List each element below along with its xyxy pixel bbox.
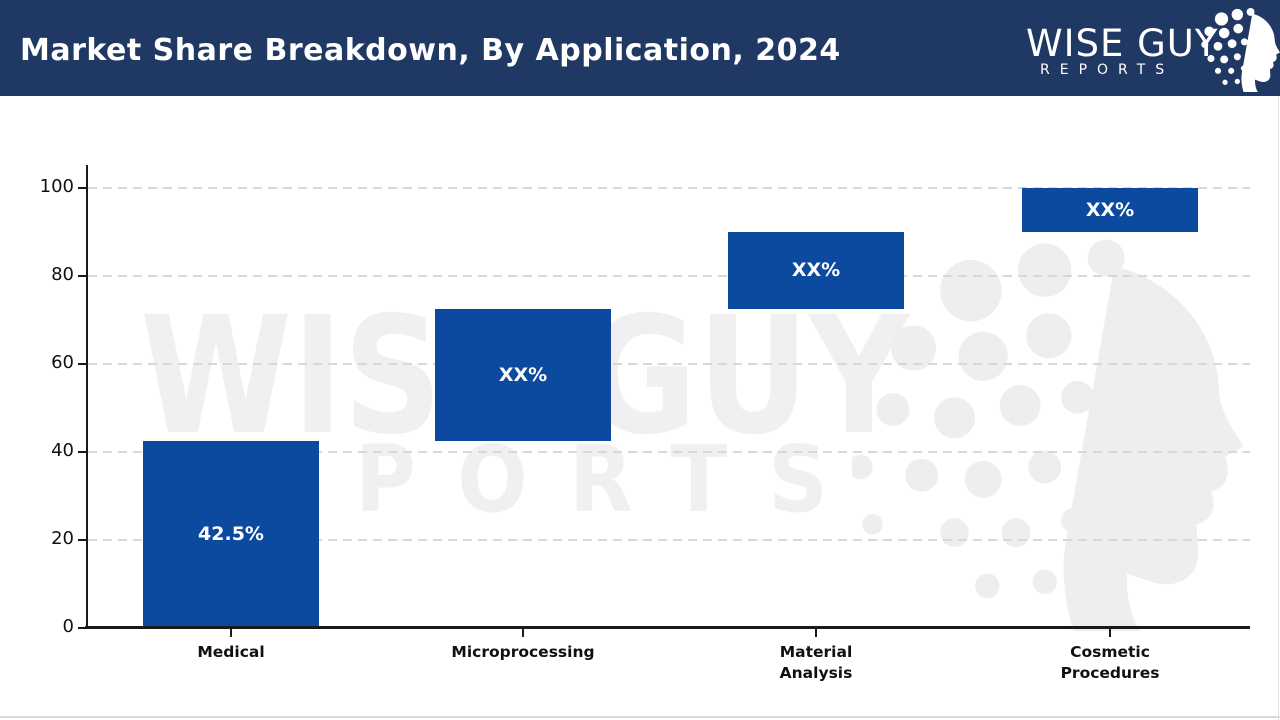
y-axis-line <box>86 165 88 628</box>
x-axis-line <box>85 626 1250 629</box>
header-bar: Market Share Breakdown, By Application, … <box>0 0 1280 96</box>
y-tick-label-0: 0 <box>62 615 74 637</box>
y-tick-60 <box>78 362 87 365</box>
x-tick-2 <box>815 629 817 637</box>
gridline-20 <box>88 538 1250 541</box>
page-title: Market Share Breakdown, By Application, … <box>20 33 841 68</box>
brand-logo: WISE GUY REPORTS <box>1026 0 1280 96</box>
gridline-60 <box>88 362 1250 365</box>
x-tick-label-3: Cosmetic Procedures <box>1060 643 1160 682</box>
y-tick-100 <box>78 186 87 189</box>
brand-name: WISE GUY <box>1026 22 1219 65</box>
brand-subtitle: REPORTS <box>1040 62 1175 78</box>
page-right-border <box>1278 96 1279 720</box>
y-tick-label-20: 20 <box>51 527 74 549</box>
bar-medical: 42.5% <box>143 440 319 628</box>
x-tick-label-0: Medical <box>197 643 265 661</box>
y-tick-80 <box>78 274 87 277</box>
brand-head-icon <box>1201 7 1280 92</box>
x-tick-1 <box>522 629 524 637</box>
gridline-80 <box>88 274 1250 277</box>
bar-value-label: XX% <box>791 259 841 281</box>
y-tick-label-40: 40 <box>51 439 74 461</box>
x-tick-label-1: Microprocessing <box>451 643 595 661</box>
y-tick-label-80: 80 <box>51 263 74 285</box>
page-bottom-border <box>0 716 1280 718</box>
x-tick-0 <box>230 629 232 637</box>
bar-microprocessing: XX% <box>435 308 611 441</box>
y-tick-40 <box>78 450 87 453</box>
bar-value-label: XX% <box>498 363 548 386</box>
bar-value-label: XX% <box>1085 198 1135 221</box>
bar-value-label: 42.5% <box>198 523 264 545</box>
x-tick-label-2: Material Analysis <box>779 643 853 682</box>
chart-area: WISE GUY REPORTS 0 20 40 60 80 100 42.5% Medica… <box>0 96 1280 720</box>
bar-cosmetic-procedures: XX% <box>1022 187 1198 232</box>
gridline-100 <box>88 186 1250 189</box>
gridline-40 <box>88 450 1250 453</box>
y-tick-label-100: 100 <box>39 175 74 197</box>
y-tick-20 <box>78 538 87 541</box>
x-tick-3 <box>1109 629 1111 637</box>
watermark-head-icon <box>852 239 1244 631</box>
y-tick-label-60: 60 <box>51 351 74 373</box>
bar-material-analysis: XX% <box>728 231 904 309</box>
y-tick-0 <box>78 626 87 629</box>
